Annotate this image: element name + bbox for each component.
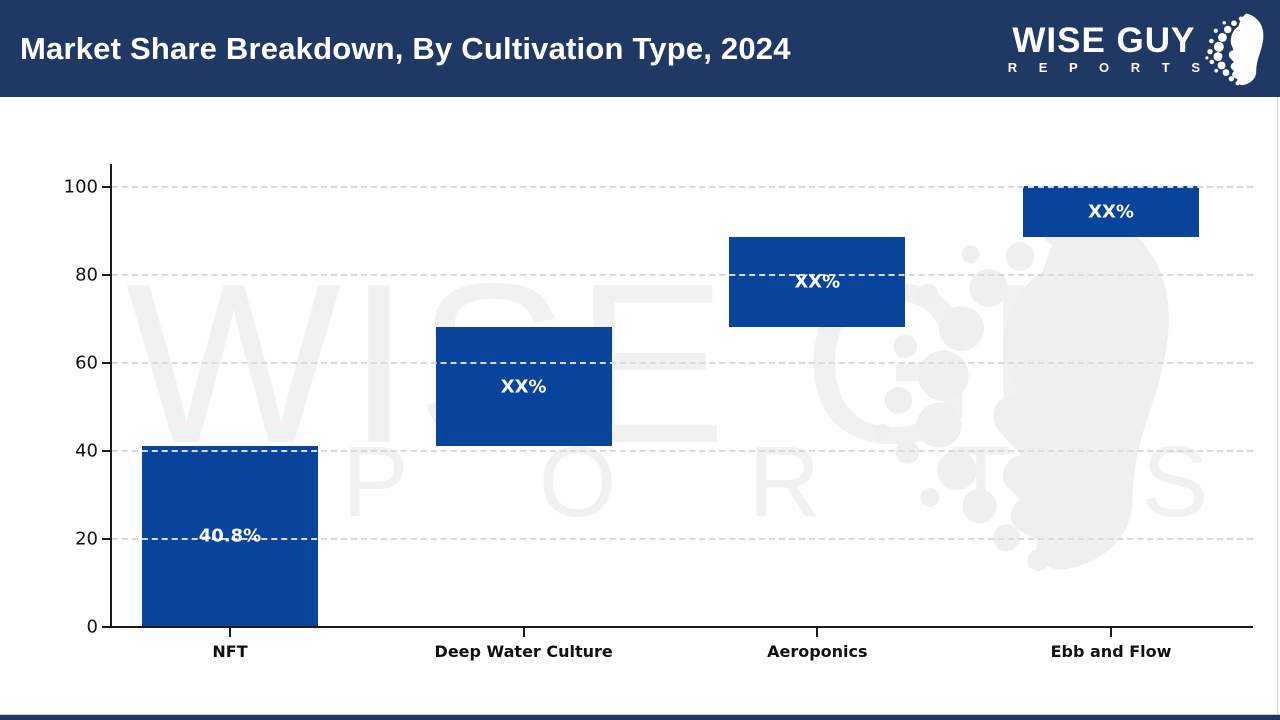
x-axis-line <box>110 626 1253 628</box>
y-tick-mark <box>102 450 110 452</box>
x-tick-mark <box>1110 628 1112 637</box>
footer-bar <box>0 715 1280 720</box>
logo-wiseguy-label: WISE GUY <box>1012 21 1196 60</box>
bar-value-label: XX% <box>794 271 841 293</box>
x-category-label: NFT <box>212 642 248 661</box>
y-tick-label: 80 <box>75 264 98 286</box>
x-category-label: Ebb and Flow <box>1050 642 1172 661</box>
gridline-y-20 <box>112 538 1253 540</box>
y-tick-label: 40 <box>75 440 98 462</box>
bar-nft <box>142 446 318 626</box>
bar-aeroponics <box>729 237 906 327</box>
y-tick-mark <box>102 538 110 540</box>
gridline-y-40 <box>112 450 1253 452</box>
x-category-label: Deep Water Culture <box>434 642 613 661</box>
gridline-y-100 <box>112 186 1253 188</box>
y-tick-label: 100 <box>63 176 98 198</box>
header-bar: Market Share Breakdown, By Cultivation T… <box>0 0 1280 97</box>
x-tick-mark <box>229 628 231 637</box>
bar-deep-water-culture <box>435 326 612 447</box>
y-tick-mark <box>102 626 110 628</box>
footer-divider <box>0 714 1280 715</box>
gridline-y-80 <box>112 274 1253 276</box>
x-category-label: Aeroponics <box>767 642 868 661</box>
bar-ebb-and-flow <box>1023 186 1199 238</box>
logo-text: WISE GUY R E P O R T S <box>1008 23 1200 74</box>
y-tick-label: 20 <box>75 528 98 550</box>
bar-value-label: XX% <box>1088 201 1134 223</box>
bar-value-label: 40.8% <box>198 525 262 547</box>
gridline-y-60 <box>112 362 1253 364</box>
y-tick-mark <box>102 274 110 276</box>
right-edge-line <box>1277 97 1278 715</box>
x-tick-mark <box>816 628 819 637</box>
x-tick-mark <box>522 628 525 637</box>
y-axis-line <box>110 164 112 628</box>
y-tick-mark <box>102 186 110 188</box>
chart-title: Market Share Breakdown, By Cultivation T… <box>20 30 791 66</box>
bar-value-label: XX% <box>500 376 547 398</box>
wise-guy-reports-logo: WISE GUY R E P O R T S <box>1008 11 1270 87</box>
y-tick-label: 60 <box>75 352 98 374</box>
logo-reports-label: R E P O R T S <box>1007 60 1209 75</box>
y-tick-label: 0 <box>86 616 98 638</box>
logo-face-icon <box>1205 12 1264 85</box>
y-tick-mark <box>102 362 110 364</box>
